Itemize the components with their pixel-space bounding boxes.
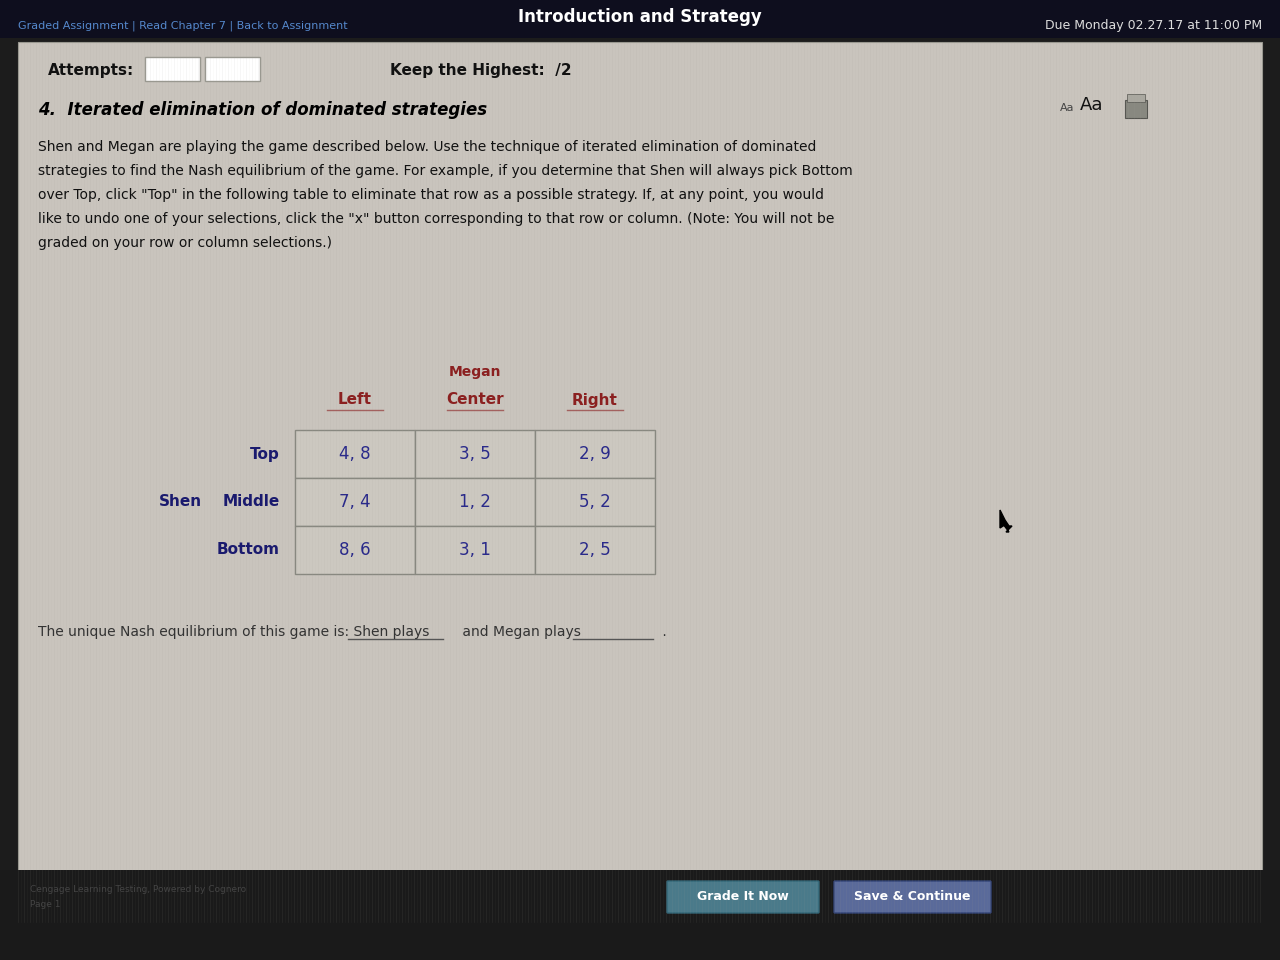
Text: Top: Top	[251, 446, 280, 462]
Bar	[1125, 100, 1147, 118]
FancyBboxPatch shape	[835, 881, 991, 913]
Text: and Megan plays: and Megan plays	[458, 625, 581, 639]
Bar	[415, 478, 535, 526]
Text: The unique Nash equilibrium of this game is: Shen plays: The unique Nash equilibrium of this game…	[38, 625, 429, 639]
Text: Center: Center	[447, 393, 504, 407]
Text: Attempts:: Attempts:	[49, 62, 134, 78]
Bar	[535, 478, 655, 526]
Polygon shape	[1000, 510, 1012, 532]
Bar	[294, 430, 415, 478]
Bar	[0, 870, 1280, 960]
Text: Shen: Shen	[159, 494, 201, 510]
Text: Aa: Aa	[1060, 103, 1074, 113]
Text: 5, 2: 5, 2	[579, 493, 611, 511]
Text: Bottom: Bottom	[218, 542, 280, 558]
Text: 8, 6: 8, 6	[339, 541, 371, 559]
Text: 4.  Iterated elimination of dominated strategies: 4. Iterated elimination of dominated str…	[38, 101, 488, 119]
Text: 2, 9: 2, 9	[579, 445, 611, 463]
Bar	[0, 0, 1280, 38]
Bar	[294, 478, 415, 526]
Text: 4, 8: 4, 8	[339, 445, 371, 463]
Bar	[415, 526, 535, 574]
Text: strategies to find the Nash equilibrium of the game. For example, if you determi: strategies to find the Nash equilibrium …	[38, 164, 852, 178]
FancyBboxPatch shape	[667, 881, 819, 913]
Text: Megan: Megan	[449, 365, 502, 379]
Bar	[145, 57, 200, 81]
Text: 3, 1: 3, 1	[460, 541, 492, 559]
Bar	[205, 57, 260, 81]
Bar	[535, 526, 655, 574]
Text: Cengage Learning Testing, Powered by Cognero: Cengage Learning Testing, Powered by Cog…	[29, 885, 246, 894]
Text: Middle: Middle	[223, 494, 280, 510]
Bar	[294, 526, 415, 574]
Text: Aa: Aa	[1080, 96, 1103, 114]
Text: Save & Continue: Save & Continue	[854, 891, 970, 903]
Text: 3, 5: 3, 5	[460, 445, 490, 463]
Text: Left: Left	[338, 393, 372, 407]
Text: over Top, click "Top" in the following table to eliminate that row as a possible: over Top, click "Top" in the following t…	[38, 188, 824, 202]
Text: 1, 2: 1, 2	[460, 493, 492, 511]
Text: Page 1: Page 1	[29, 900, 60, 909]
Text: like to undo one of your selections, click the "x" button corresponding to that : like to undo one of your selections, cli…	[38, 212, 835, 226]
Bar	[415, 430, 535, 478]
Text: Graded Assignment | Read Chapter 7 | Back to Assignment: Graded Assignment | Read Chapter 7 | Bac…	[18, 21, 348, 32]
Text: 7, 4: 7, 4	[339, 493, 371, 511]
Text: Introduction and Strategy: Introduction and Strategy	[518, 8, 762, 26]
Text: Grade It Now: Grade It Now	[698, 891, 788, 903]
Text: Right: Right	[572, 393, 618, 407]
Text: 2, 5: 2, 5	[579, 541, 611, 559]
Text: graded on your row or column selections.): graded on your row or column selections.…	[38, 236, 332, 250]
Text: Shen and Megan are playing the game described below. Use the technique of iterat: Shen and Megan are playing the game desc…	[38, 140, 817, 154]
Text: .: .	[658, 625, 667, 639]
Text: Due Monday 02.27.17 at 11:00 PM: Due Monday 02.27.17 at 11:00 PM	[1044, 19, 1262, 33]
Bar	[535, 430, 655, 478]
Text: Keep the Highest:  /2: Keep the Highest: /2	[390, 62, 572, 78]
Bar	[1126, 94, 1146, 102]
